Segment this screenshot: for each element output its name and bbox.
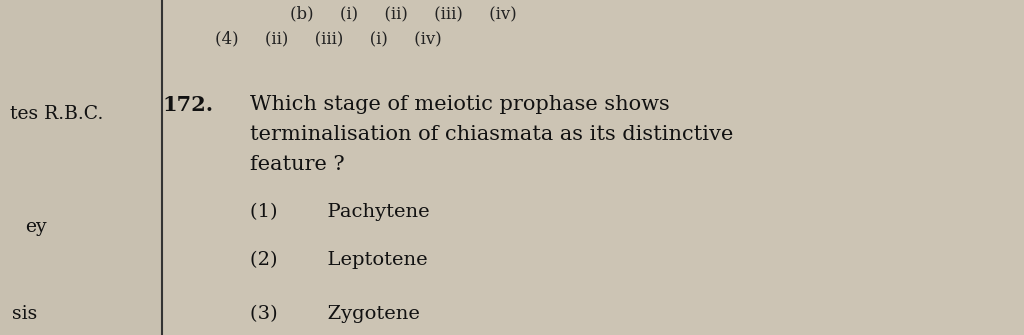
Bar xyxy=(0,0,162,335)
Text: (2)        Leptotene: (2) Leptotene xyxy=(250,251,428,269)
Text: terminalisation of chiasmata as its distinctive: terminalisation of chiasmata as its dist… xyxy=(250,125,733,144)
Text: Which stage of meiotic prophase shows: Which stage of meiotic prophase shows xyxy=(250,95,670,114)
Text: (1)        Pachytene: (1) Pachytene xyxy=(250,203,430,221)
Text: ey: ey xyxy=(26,218,47,236)
Text: tes R.B.C.: tes R.B.C. xyxy=(10,105,103,123)
Text: (4)     (ii)     (iii)     (i)     (iv): (4) (ii) (iii) (i) (iv) xyxy=(215,30,441,47)
Text: (b)     (i)     (ii)     (iii)     (iv): (b) (i) (ii) (iii) (iv) xyxy=(290,5,517,22)
Text: 172.: 172. xyxy=(162,95,213,115)
Text: sis: sis xyxy=(12,305,38,323)
Text: (3)        Zygotene: (3) Zygotene xyxy=(250,305,420,323)
Text: feature ?: feature ? xyxy=(250,155,345,174)
